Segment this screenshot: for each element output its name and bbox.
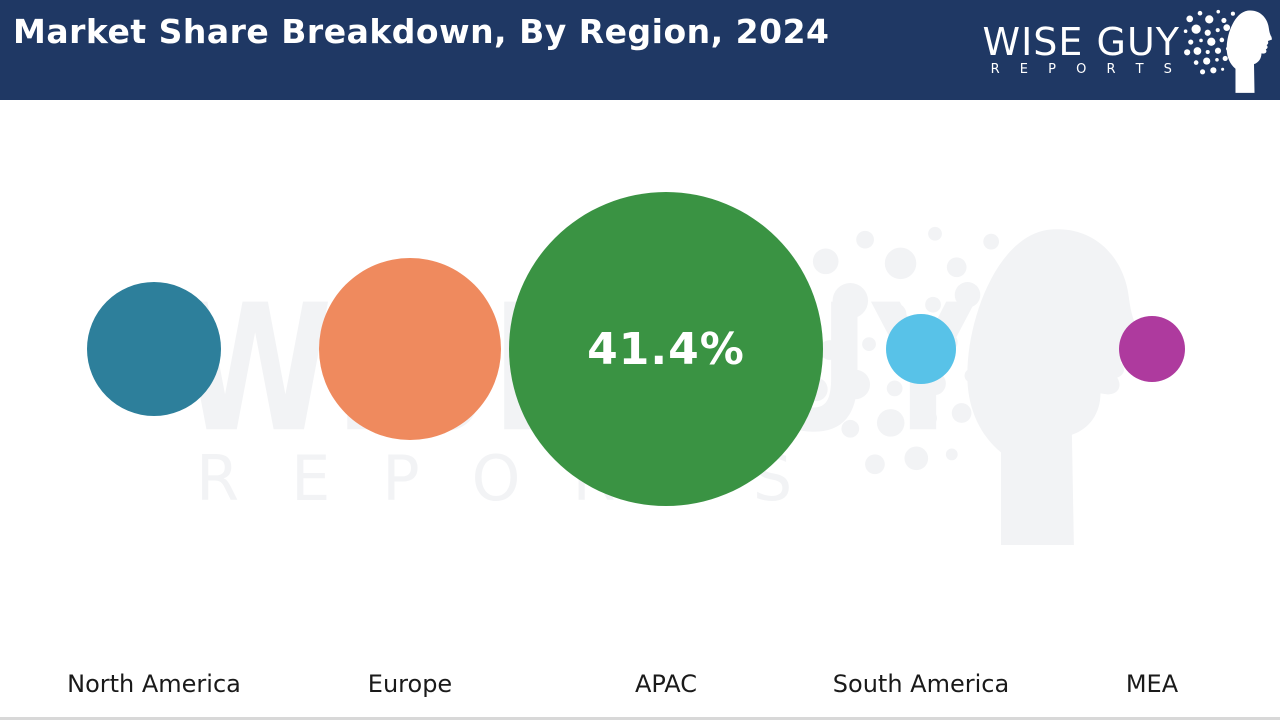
category-label-mea: MEA xyxy=(1125,670,1179,698)
category-label-apac: APAC xyxy=(634,670,698,698)
bubble-north-america[interactable] xyxy=(87,282,221,416)
bubble-mea[interactable] xyxy=(1119,316,1185,382)
wiseguy-head-watermark-icon xyxy=(796,220,1141,545)
bottom-border xyxy=(0,717,1280,720)
header-bar: Market Share Breakdown, By Region, 2024 … xyxy=(0,0,1280,100)
bubble-europe[interactable] xyxy=(319,258,501,440)
logo-wordmark: WISE GUY xyxy=(982,20,1180,64)
wiseguy-logo: WISE GUY R E P O R T S xyxy=(983,4,1272,96)
bubble-value-label: 41.4% xyxy=(587,323,745,375)
logo-subtitle: R E P O R T S xyxy=(990,62,1180,77)
wiseguy-head-icon xyxy=(1182,8,1272,93)
category-label-europe: Europe xyxy=(367,670,453,698)
logo-text: WISE GUY R E P O R T S xyxy=(983,23,1180,77)
chart-area: WISE GUY REPORTS North AmericaEurope41.4… xyxy=(0,100,1280,717)
bubble-south-america[interactable] xyxy=(886,314,956,384)
bubble-apac[interactable]: 41.4% xyxy=(509,192,823,506)
page-title: Market Share Breakdown, By Region, 2024 xyxy=(13,12,830,51)
category-label-north-america: North America xyxy=(67,670,241,698)
category-label-south-america: South America xyxy=(832,670,1010,698)
